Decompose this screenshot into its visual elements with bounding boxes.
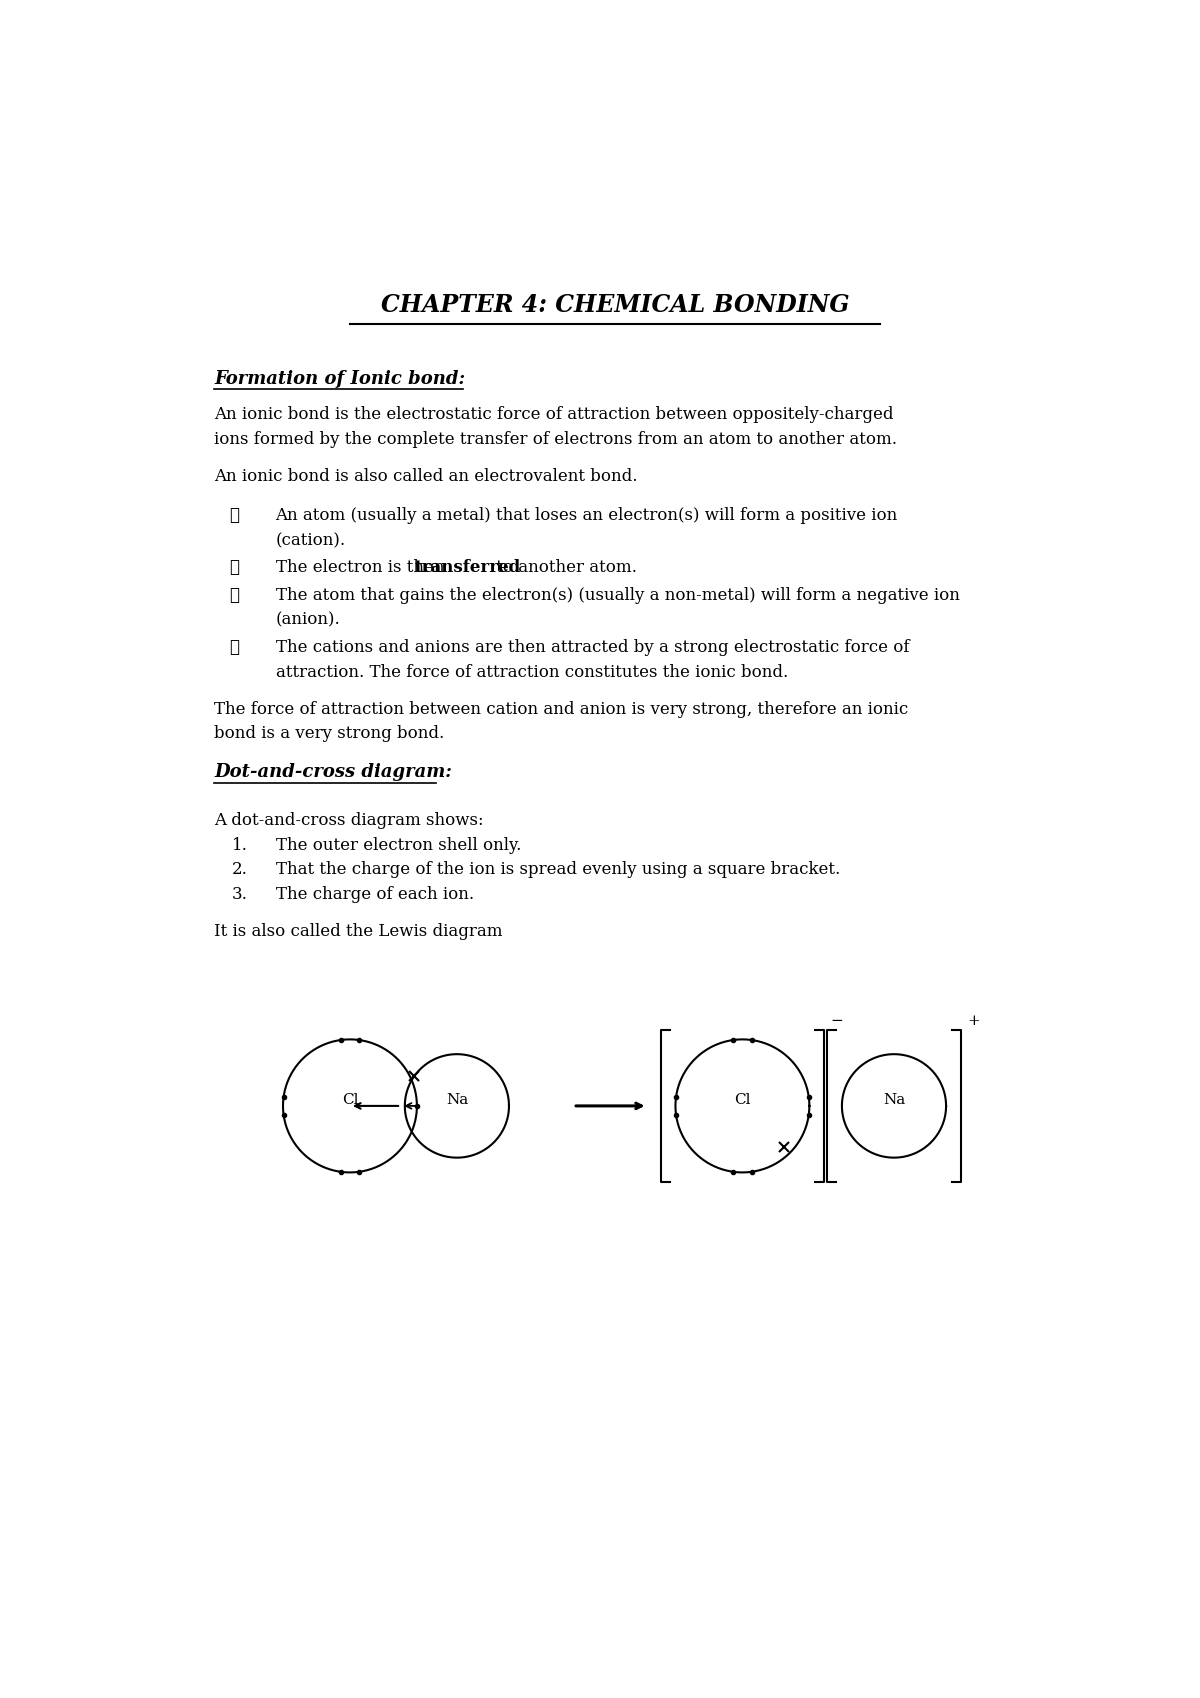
Text: bond is a very strong bond.: bond is a very strong bond. bbox=[214, 725, 444, 742]
Text: ➤: ➤ bbox=[229, 559, 239, 576]
Text: The charge of each ion.: The charge of each ion. bbox=[276, 886, 474, 903]
Text: The force of attraction between cation and anion is very strong, therefore an io: The force of attraction between cation a… bbox=[214, 701, 908, 718]
Text: 2.: 2. bbox=[232, 861, 247, 878]
Text: The outer electron shell only.: The outer electron shell only. bbox=[276, 837, 521, 854]
Text: A dot-and-cross diagram shows:: A dot-and-cross diagram shows: bbox=[214, 812, 484, 829]
Text: attraction. The force of attraction constitutes the ionic bond.: attraction. The force of attraction cons… bbox=[276, 664, 787, 681]
Text: Formation of Ionic bond:: Formation of Ionic bond: bbox=[214, 370, 466, 387]
Text: The electron is then: The electron is then bbox=[276, 559, 449, 576]
Text: −: − bbox=[830, 1014, 844, 1029]
Text: ions formed by the complete transfer of electrons from an atom to another atom.: ions formed by the complete transfer of … bbox=[214, 431, 898, 448]
Text: An ionic bond is the electrostatic force of attraction between oppositely-charge: An ionic bond is the electrostatic force… bbox=[214, 406, 894, 423]
Text: It is also called the Lewis diagram: It is also called the Lewis diagram bbox=[214, 924, 503, 941]
Text: 3.: 3. bbox=[232, 886, 247, 903]
Text: (anion).: (anion). bbox=[276, 611, 341, 628]
Text: That the charge of the ion is spread evenly using a square bracket.: That the charge of the ion is spread eve… bbox=[276, 861, 840, 878]
Text: An atom (usually a metal) that loses an electron(s) will form a positive ion: An atom (usually a metal) that loses an … bbox=[276, 508, 898, 525]
Text: to another atom.: to another atom. bbox=[491, 559, 637, 576]
Text: ➤: ➤ bbox=[229, 638, 239, 655]
Text: Na: Na bbox=[445, 1094, 468, 1107]
Text: +: + bbox=[967, 1014, 980, 1029]
Text: Cl: Cl bbox=[734, 1094, 751, 1107]
Text: CHAPTER 4: CHEMICAL BONDING: CHAPTER 4: CHEMICAL BONDING bbox=[380, 292, 850, 316]
Text: Cl: Cl bbox=[342, 1094, 358, 1107]
Text: transferred: transferred bbox=[414, 559, 521, 576]
Text: Na: Na bbox=[883, 1094, 905, 1107]
Text: (cation).: (cation). bbox=[276, 531, 346, 548]
Text: 1.: 1. bbox=[232, 837, 247, 854]
Text: An ionic bond is also called an electrovalent bond.: An ionic bond is also called an electrov… bbox=[214, 469, 637, 486]
Text: Dot-and-cross diagram:: Dot-and-cross diagram: bbox=[214, 764, 452, 781]
Text: ➤: ➤ bbox=[229, 588, 239, 604]
Text: The atom that gains the electron(s) (usually a non-metal) will form a negative i: The atom that gains the electron(s) (usu… bbox=[276, 588, 960, 604]
Text: ➤: ➤ bbox=[229, 508, 239, 525]
Text: The cations and anions are then attracted by a strong electrostatic force of: The cations and anions are then attracte… bbox=[276, 638, 910, 655]
